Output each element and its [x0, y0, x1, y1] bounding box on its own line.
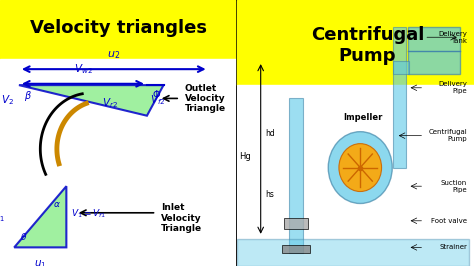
- Text: Impeller: Impeller: [343, 113, 383, 122]
- Polygon shape: [19, 85, 164, 116]
- Bar: [0, 0, 237, 59]
- Text: Centrifugal
Pump: Centrifugal Pump: [428, 129, 467, 142]
- Text: $V_{f2}$: $V_{f2}$: [151, 94, 166, 107]
- Circle shape: [339, 144, 382, 192]
- Bar: [284, 218, 308, 229]
- Text: $V_2$: $V_2$: [1, 94, 14, 107]
- Text: Suction
Pipe: Suction Pipe: [441, 180, 467, 193]
- Text: hd: hd: [265, 128, 275, 138]
- Text: Foot valve: Foot valve: [431, 218, 467, 224]
- Text: $V_1 = V_{f1}$: $V_1 = V_{f1}$: [71, 208, 107, 220]
- Text: $\alpha$: $\alpha$: [53, 200, 61, 209]
- Text: Centrifugal
Pump: Centrifugal Pump: [310, 26, 424, 65]
- Text: hs: hs: [265, 190, 274, 199]
- Bar: [237, 85, 474, 266]
- Bar: [408, 27, 460, 74]
- Text: Delivery
Pipe: Delivery Pipe: [438, 81, 467, 94]
- Text: $V_{r2}$: $V_{r2}$: [102, 96, 118, 110]
- Bar: [289, 98, 303, 253]
- Text: $\beta$: $\beta$: [25, 89, 32, 103]
- Bar: [0, 59, 237, 266]
- Circle shape: [328, 132, 392, 203]
- Bar: [282, 245, 310, 253]
- Text: Delivery
Tank: Delivery Tank: [438, 31, 467, 44]
- Text: Velocity triangles: Velocity triangles: [30, 19, 207, 37]
- Bar: [393, 27, 407, 168]
- Text: Outlet
Velocity
Triangle: Outlet Velocity Triangle: [185, 84, 226, 113]
- Text: Inlet
Velocity
Triangle: Inlet Velocity Triangle: [161, 203, 202, 233]
- Text: $\theta$: $\theta$: [20, 231, 27, 242]
- Text: $u_1$: $u_1$: [34, 258, 46, 266]
- Bar: [393, 61, 409, 74]
- Text: $V_{w2}$: $V_{w2}$: [73, 62, 92, 76]
- Bar: [237, 239, 469, 266]
- Bar: [237, 0, 474, 85]
- Polygon shape: [14, 186, 66, 247]
- Text: $u_2$: $u_2$: [107, 49, 120, 61]
- Text: $V_{r1}$: $V_{r1}$: [0, 210, 5, 224]
- Text: Strainer: Strainer: [439, 244, 467, 250]
- Text: $\Phi$: $\Phi$: [152, 88, 161, 101]
- Text: Hg: Hg: [239, 152, 251, 161]
